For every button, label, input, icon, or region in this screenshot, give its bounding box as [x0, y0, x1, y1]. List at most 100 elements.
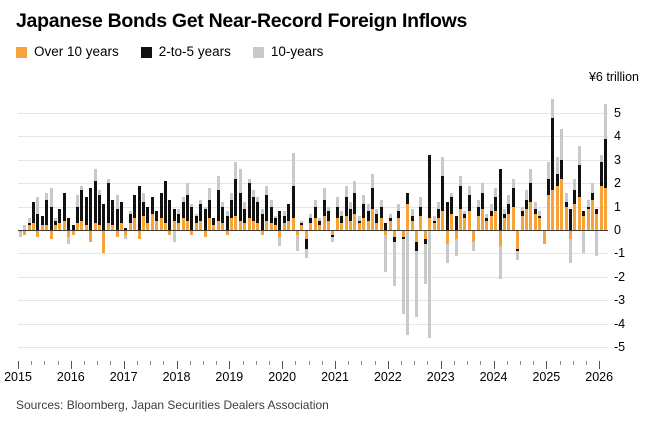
bar: [67, 230, 71, 245]
bar: [516, 230, 520, 249]
bar: [388, 220, 392, 230]
bar: [485, 220, 489, 230]
bar: [335, 218, 339, 230]
legend-item-label: 10-years: [270, 44, 324, 60]
bar: [159, 218, 163, 230]
y-axis-tick-label: -1: [614, 246, 626, 261]
bar: [221, 206, 225, 230]
plot-area: [18, 99, 608, 361]
bar: [208, 218, 212, 230]
bar: [150, 213, 154, 230]
bar: [155, 220, 159, 230]
x-axis-tick: [546, 361, 547, 369]
bar: [115, 230, 119, 238]
bar: [309, 222, 313, 230]
bar: [428, 155, 432, 230]
bar: [97, 194, 101, 230]
x-axis-tick-label: 2016: [56, 370, 85, 384]
bar: [18, 230, 22, 238]
bar: [190, 230, 194, 235]
bar: [124, 230, 128, 235]
bar: [97, 225, 101, 230]
chart-title: Japanese Bonds Get Near-Record Foreign I…: [16, 10, 468, 32]
x-axis-tick: [282, 361, 283, 369]
bar: [49, 206, 53, 230]
x-axis-minor-tick: [480, 361, 481, 365]
bar: [445, 230, 449, 245]
x-axis-minor-tick: [309, 361, 310, 365]
y-axis-tick-label: 0: [614, 223, 621, 237]
bar: [172, 230, 176, 242]
bar: [406, 230, 410, 336]
x-axis-minor-tick: [31, 361, 32, 365]
legend-item[interactable]: 10-years: [252, 44, 324, 60]
y-axis-unit-label: ¥6 trillion: [588, 70, 639, 84]
y-axis-tick-label: 3: [614, 152, 621, 167]
bar: [225, 230, 229, 235]
bar: [260, 230, 264, 235]
bar: [569, 208, 573, 230]
bar: [278, 230, 282, 238]
x-axis-minor-tick: [150, 361, 151, 365]
x-axis-minor-tick: [375, 361, 376, 365]
bar: [318, 225, 322, 230]
x-axis-minor-tick: [97, 361, 98, 365]
bar: [547, 194, 551, 230]
bar: [406, 204, 410, 230]
x-axis-minor-tick: [269, 361, 270, 365]
x-axis-tick: [494, 361, 495, 369]
bar: [80, 190, 84, 230]
bar: [252, 197, 256, 230]
x-axis-minor-tick: [467, 361, 468, 365]
bar: [423, 230, 427, 240]
x-axis-minor-tick: [322, 361, 323, 365]
bar: [141, 215, 145, 230]
x-axis-minor-tick: [84, 361, 85, 365]
bar: [137, 230, 141, 240]
bar: [313, 206, 317, 230]
bar: [234, 178, 238, 230]
bar: [106, 222, 110, 230]
bar: [494, 211, 498, 230]
bar: [111, 225, 115, 230]
x-axis-minor-tick: [44, 361, 45, 365]
bar: [476, 215, 480, 230]
orange-swatch-icon: [16, 46, 27, 58]
bar: [542, 230, 546, 245]
bar: [115, 208, 119, 230]
bar: [450, 213, 454, 230]
bar: [67, 218, 71, 230]
x-axis-minor-tick: [520, 361, 521, 365]
x-axis-tick-label: 2017: [109, 370, 138, 384]
bar: [445, 230, 449, 263]
bar: [410, 220, 414, 230]
bar: [168, 199, 172, 230]
bar: [428, 230, 432, 338]
bar: [296, 230, 300, 235]
legend-item[interactable]: 2-to-5 years: [140, 45, 231, 59]
bar: [31, 222, 35, 230]
bar: [168, 230, 172, 235]
bar: [212, 218, 216, 230]
legend-item[interactable]: Over 10 years: [16, 45, 119, 59]
bar: [525, 208, 529, 230]
gridline: [18, 136, 608, 137]
bar: [586, 208, 590, 230]
bar: [348, 220, 352, 230]
gridline: [18, 277, 608, 278]
bar: [102, 204, 106, 230]
bar: [133, 218, 137, 230]
bar: [414, 230, 418, 317]
bar: [582, 215, 586, 230]
bar: [80, 220, 84, 230]
x-axis-minor-tick: [401, 361, 402, 365]
bar: [507, 213, 511, 230]
bar: [89, 230, 93, 242]
bar: [256, 222, 260, 230]
bar: [181, 201, 185, 230]
bar: [186, 220, 189, 230]
bar: [93, 222, 97, 230]
bar: [322, 199, 326, 230]
bar: [155, 211, 159, 230]
bar: [353, 213, 357, 230]
